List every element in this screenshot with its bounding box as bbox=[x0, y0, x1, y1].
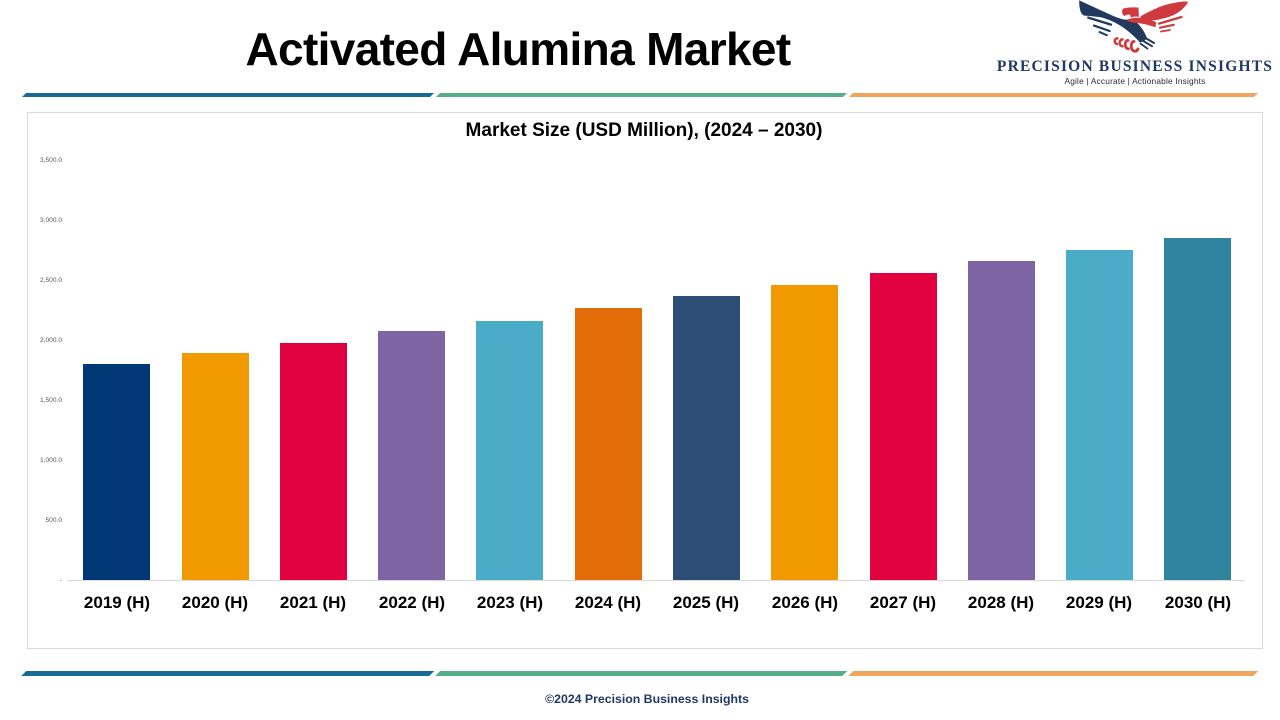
svg-text:Agile | Accurate | Actionable: Agile | Accurate | Actionable Insights bbox=[1064, 76, 1205, 86]
svg-text:PRECISION BUSINESS INSIGHTS: PRECISION BUSINESS INSIGHTS bbox=[997, 58, 1273, 75]
